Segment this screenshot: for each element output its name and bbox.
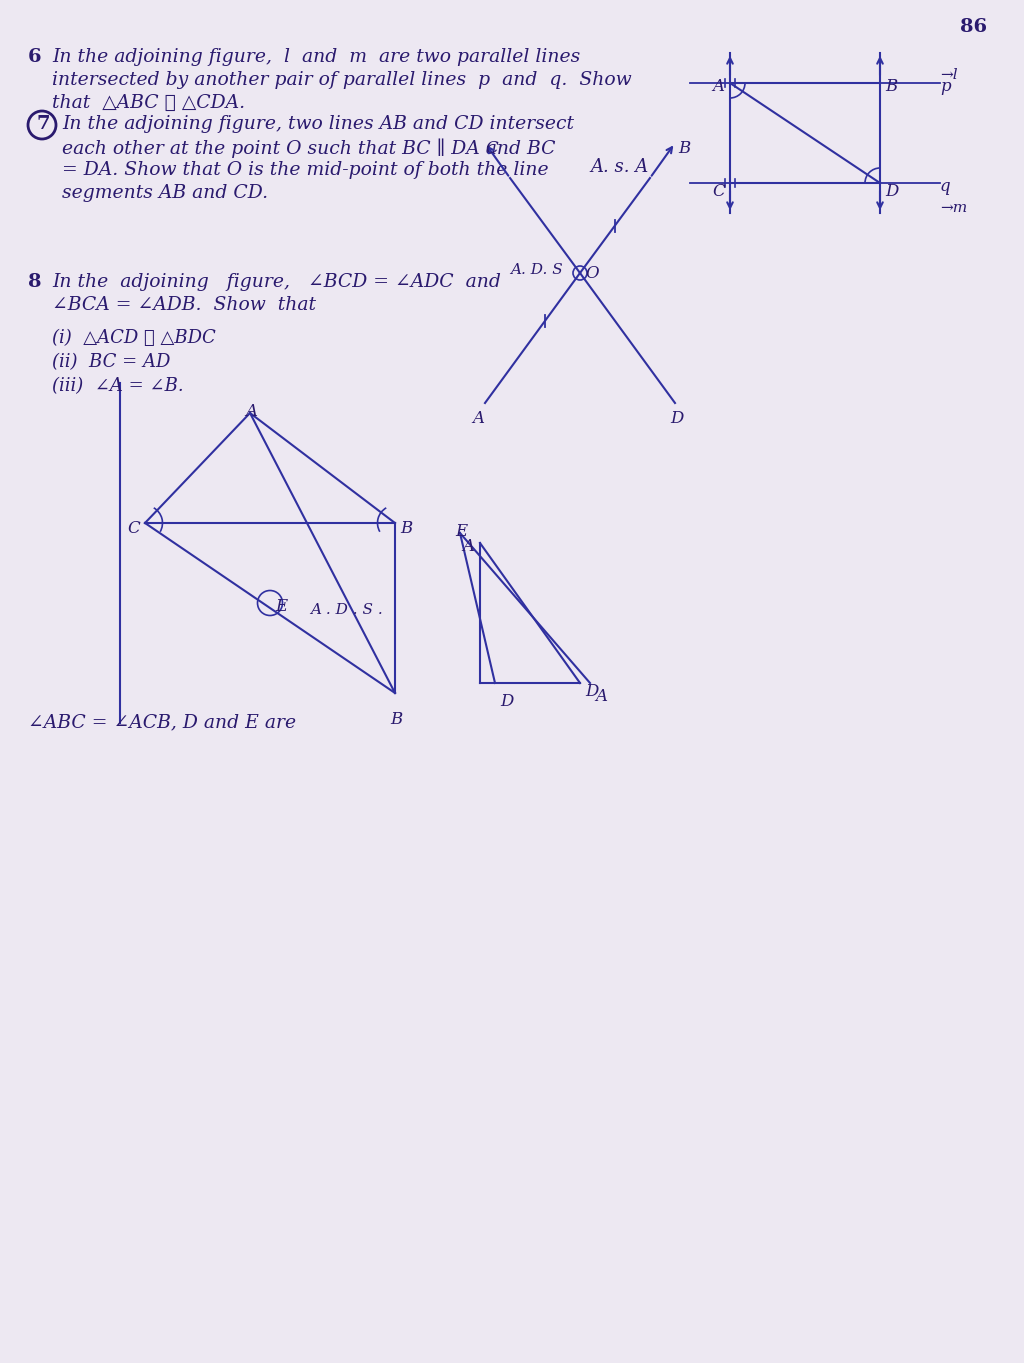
Text: B: B: [678, 140, 690, 157]
Text: →l: →l: [940, 68, 957, 82]
Text: 86: 86: [961, 18, 987, 35]
Text: 6: 6: [28, 48, 42, 65]
Text: each other at the point O such that BC ∥ DA and BC: each other at the point O such that BC ∥…: [62, 138, 555, 158]
Text: B: B: [885, 78, 897, 95]
Text: B: B: [400, 521, 413, 537]
Text: (ii)  BC = AD: (ii) BC = AD: [52, 353, 170, 371]
Text: A: A: [712, 78, 724, 95]
Text: D: D: [500, 692, 513, 710]
Text: O: O: [585, 264, 599, 282]
Text: B: B: [390, 711, 402, 728]
Text: In the adjoining figure,  l  and  m  are two parallel lines: In the adjoining figure, l and m are two…: [52, 48, 581, 65]
Text: E: E: [455, 523, 467, 540]
Text: →m: →m: [940, 200, 968, 215]
Text: (i)  △ACD ≅ △BDC: (i) △ACD ≅ △BDC: [52, 328, 216, 348]
Text: intersected by another pair of parallel lines  p  and  q.  Show: intersected by another pair of parallel …: [52, 71, 632, 89]
Text: E: E: [275, 598, 287, 615]
Text: 7: 7: [36, 114, 49, 134]
Text: C: C: [127, 521, 139, 537]
Text: ∠BCA = ∠ADB.  Show  that: ∠BCA = ∠ADB. Show that: [52, 296, 316, 313]
Text: p: p: [940, 78, 950, 95]
Text: that  △ABC ≅ △CDA.: that △ABC ≅ △CDA.: [52, 94, 245, 112]
Text: D: D: [885, 183, 898, 200]
Text: ∠ABC = ∠ACB, D and E are: ∠ABC = ∠ACB, D and E are: [28, 713, 296, 731]
Text: (iii)  ∠A = ∠B.: (iii) ∠A = ∠B.: [52, 378, 183, 395]
Text: segments AB and CD.: segments AB and CD.: [62, 184, 268, 202]
Text: D: D: [585, 683, 598, 701]
Text: C: C: [712, 183, 725, 200]
Text: A: A: [595, 688, 607, 705]
Text: C: C: [485, 140, 498, 157]
Text: In the adjoining figure, two lines AB and CD intersect: In the adjoining figure, two lines AB an…: [62, 114, 574, 134]
Text: = DA. Show that O is the mid-point of both the line: = DA. Show that O is the mid-point of bo…: [62, 161, 549, 179]
Text: D: D: [670, 410, 683, 427]
Text: A . D . S .: A . D . S .: [310, 602, 383, 617]
Text: A: A: [462, 538, 474, 555]
Text: A: A: [245, 403, 257, 420]
Text: 8: 8: [28, 273, 42, 290]
Text: A: A: [472, 410, 484, 427]
Text: In the  adjoining   figure,   ∠BCD = ∠ADC  and: In the adjoining figure, ∠BCD = ∠ADC and: [52, 273, 501, 290]
Text: q: q: [940, 179, 950, 195]
Text: A. D. S: A. D. S: [510, 263, 563, 277]
Text: A. s. A: A. s. A: [590, 158, 648, 176]
